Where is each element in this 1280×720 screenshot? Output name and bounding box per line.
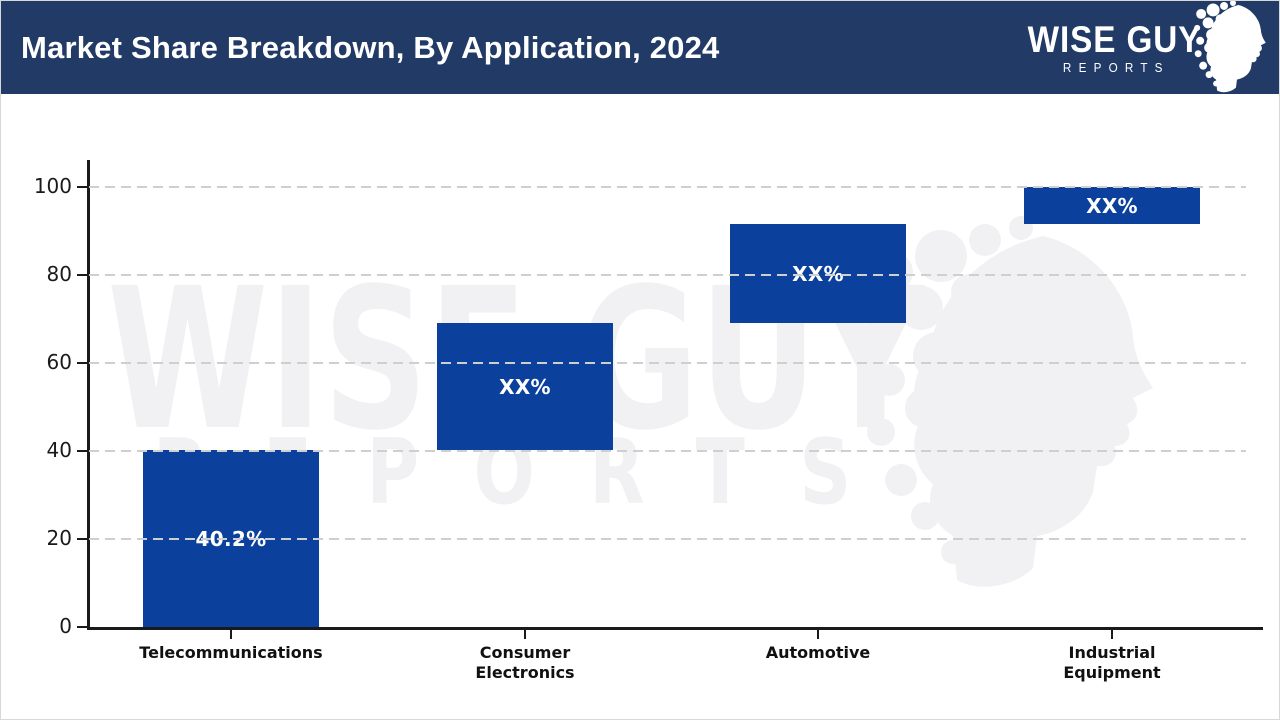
bar-segment: XX% bbox=[730, 224, 906, 324]
y-tick-label: 20 bbox=[46, 526, 72, 550]
y-gridline bbox=[89, 274, 1246, 276]
category-label: Industrial Equipment bbox=[1063, 643, 1161, 682]
watermark-face-icon bbox=[865, 216, 1153, 587]
y-tick bbox=[77, 626, 87, 628]
y-tick-label: 60 bbox=[46, 350, 72, 374]
y-gridline bbox=[89, 450, 1246, 452]
x-tick bbox=[230, 630, 232, 639]
app-header: Market Share Breakdown, By Application, … bbox=[1, 1, 1279, 94]
y-gridline bbox=[89, 362, 1246, 364]
bar-value-label: XX% bbox=[499, 374, 551, 399]
y-gridline bbox=[89, 186, 1246, 188]
x-tick bbox=[1111, 630, 1113, 639]
y-axis-line bbox=[87, 160, 90, 630]
plot-area: 0 20 40 60 80 100 40.2% Telecommunications XX% Co… bbox=[1, 94, 1279, 719]
wiseguy-logo: WISE GUY REPORTS bbox=[1018, 1, 1271, 96]
category-label: Telecommunications bbox=[139, 643, 323, 662]
bar-segment: XX% bbox=[437, 323, 613, 451]
x-axis-line bbox=[87, 627, 1263, 630]
y-gridline bbox=[89, 538, 1246, 540]
logo-face-icon bbox=[1194, 1, 1266, 93]
logo-reports-text: REPORTS bbox=[1062, 60, 1170, 75]
y-tick bbox=[77, 274, 87, 276]
page-title: Market Share Breakdown, By Application, … bbox=[21, 29, 720, 65]
y-tick-label: 0 bbox=[59, 614, 72, 638]
category-label: Consumer Electronics bbox=[475, 643, 575, 682]
bar-value-label: XX% bbox=[792, 261, 844, 286]
x-tick bbox=[524, 630, 526, 639]
y-tick bbox=[77, 186, 87, 188]
y-tick-label: 80 bbox=[46, 262, 72, 286]
category-label: Automotive bbox=[765, 643, 871, 662]
y-tick-label: 100 bbox=[33, 174, 72, 198]
y-tick-label: 40 bbox=[46, 438, 72, 462]
chart-area: WISE GUY REPORTS 0 20 40 60 80 100 40.2% Teleco… bbox=[1, 94, 1279, 719]
x-tick bbox=[817, 630, 819, 639]
bar-segment: XX% bbox=[1024, 187, 1200, 225]
y-tick bbox=[77, 538, 87, 540]
logo-text: WISE GUY REPORTS bbox=[1028, 21, 1202, 74]
logo-wordmark: WISE GUY bbox=[1027, 19, 1202, 60]
y-tick bbox=[77, 362, 87, 364]
y-tick bbox=[77, 450, 87, 452]
bar-value-label: XX% bbox=[1086, 193, 1138, 218]
